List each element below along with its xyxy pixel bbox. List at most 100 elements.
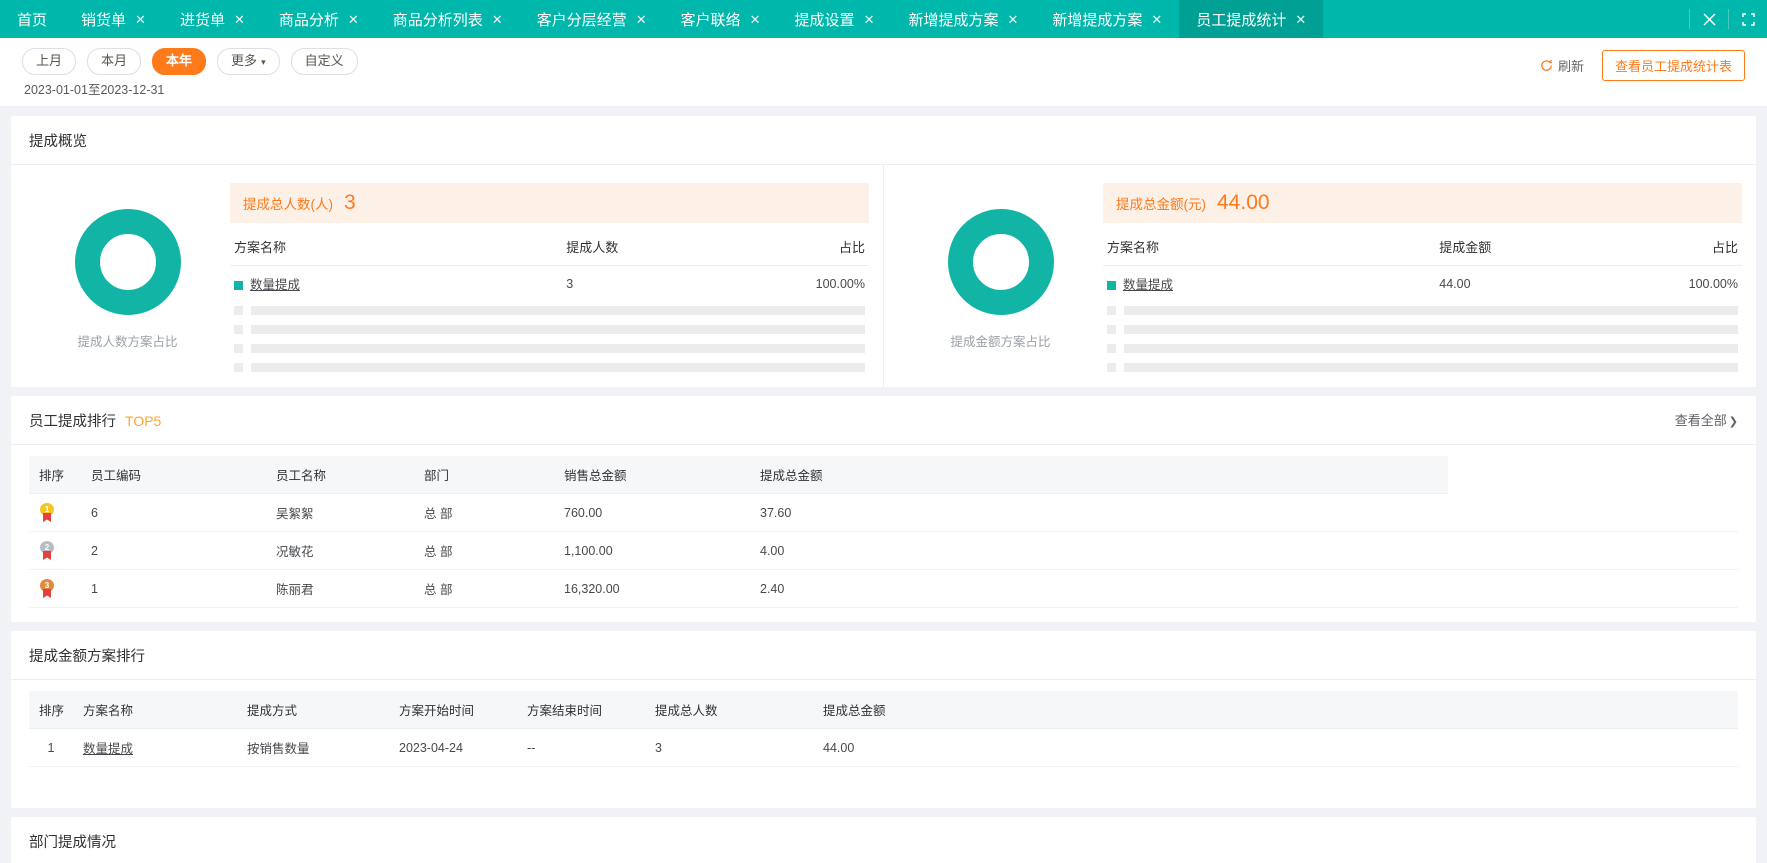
- tab-close-icon[interactable]: ✕: [863, 11, 875, 27]
- people-count-cell: 3: [645, 728, 813, 767]
- date-chip-2[interactable]: 本年: [152, 48, 207, 75]
- tab-close-icon[interactable]: ✕: [491, 11, 503, 27]
- plan-ranking-header: 排序 方案名称 提成方式 方案开始时间 方案结束时间 提成总人数 提成总金额: [29, 691, 1738, 729]
- date-chip-label: 上月: [36, 53, 63, 68]
- placeholder-swatch: [234, 363, 243, 372]
- placeholder-bar: [1124, 325, 1738, 334]
- tab-label: 客户联络: [680, 11, 741, 29]
- sales-total-cell: 1,100.00: [554, 531, 750, 570]
- tab-4[interactable]: 商品分析列表 ✕: [376, 0, 520, 38]
- commission-total-cell: 37.60: [750, 493, 1448, 532]
- tab-1[interactable]: 销货单 ✕: [64, 0, 163, 38]
- department-cell: 总 部: [414, 493, 554, 532]
- people-total-banner: 提成总人数(人) 3: [230, 183, 869, 223]
- plan-start-cell: 2023-04-24: [389, 728, 517, 767]
- people-donut-caption: 提成人数方案占比: [77, 334, 178, 349]
- placeholder-row: [1103, 301, 1742, 320]
- tab-close-icon[interactable]: ✕: [635, 11, 647, 27]
- spacer-cell: [1448, 569, 1738, 608]
- plan-link[interactable]: 数量提成: [1123, 278, 1174, 292]
- table-row: 3 1 陈丽君总 部 16,320.00 2.40: [29, 569, 1738, 608]
- commission-total-cell: 2.40: [750, 569, 1448, 608]
- tab-close-icon[interactable]: ✕: [233, 11, 245, 27]
- top5-badge: TOP5: [125, 413, 162, 429]
- tab-0[interactable]: 首页: [0, 0, 64, 38]
- column-header-0: 排序: [29, 691, 73, 729]
- breakdown-pct-cell: 100.00%: [815, 276, 865, 291]
- placeholder-row: [1103, 339, 1742, 358]
- date-chip-3[interactable]: 更多 ▾: [217, 48, 280, 75]
- overview-title: 提成概览: [11, 116, 1756, 165]
- tab-close-icon[interactable]: ✕: [1295, 11, 1307, 27]
- people-total-value: 3: [344, 191, 356, 214]
- color-swatch: [234, 281, 243, 290]
- people-table-header: 方案名称 提成人数 占比: [230, 232, 869, 266]
- plan-end-cell: --: [517, 728, 645, 767]
- tab-6[interactable]: 客户联络 ✕: [664, 0, 778, 38]
- view-commission-report-button[interactable]: 查看员工提成统计表: [1601, 50, 1745, 81]
- plan-name-cell: 数量提成: [73, 728, 237, 767]
- close-icon[interactable]: [1690, 0, 1728, 38]
- blank-cell: [389, 767, 517, 794]
- overview-body: 提成人数方案占比 提成总人数(人) 3 方案名称 提成人数 占比: [11, 165, 1756, 387]
- date-chip-4[interactable]: 自定义: [290, 48, 358, 75]
- column-header-4: 销售总金额: [554, 456, 750, 494]
- rank-cell: 2: [29, 531, 81, 570]
- date-chip-1[interactable]: 本月: [87, 48, 142, 75]
- view-all-button[interactable]: 查看全部 ❯: [1675, 410, 1738, 429]
- maximize-icon[interactable]: [1729, 0, 1767, 38]
- placeholder-row: [1103, 320, 1742, 339]
- blank-cell: [645, 767, 813, 794]
- date-chip-label: 本年: [166, 53, 193, 68]
- tab-2[interactable]: 进货单 ✕: [163, 0, 262, 38]
- placeholder-swatch: [234, 344, 243, 353]
- sales-total-cell: 760.00: [554, 493, 750, 532]
- placeholder-swatch: [1107, 363, 1116, 372]
- tab-3[interactable]: 商品分析 ✕: [262, 0, 376, 38]
- date-chip-0[interactable]: 上月: [22, 48, 77, 75]
- tab-close-icon[interactable]: ✕: [135, 11, 146, 27]
- column-header-5: 提成总人数: [645, 691, 813, 729]
- col-amount-pct: 占比: [1607, 232, 1742, 266]
- tab-close-icon[interactable]: ✕: [749, 11, 761, 27]
- department-title-text: 部门提成情况: [29, 834, 116, 851]
- refresh-button[interactable]: 刷新: [1540, 56, 1584, 75]
- tab-close-icon[interactable]: ✕: [1007, 11, 1019, 27]
- people-donut-wrap: 提成人数方案占比: [25, 181, 230, 377]
- silver-medal-icon: 2: [39, 541, 56, 560]
- tab-label: 员工提成统计: [1196, 11, 1287, 29]
- placeholder-swatch: [234, 306, 243, 315]
- blank-cell: [237, 767, 389, 794]
- employee-name-cell: 吴絮絮: [266, 493, 414, 532]
- plan-ranking-grid-wrap: 排序 方案名称 提成方式 方案开始时间 方案结束时间 提成总人数 提成总金额 1 数量提成 按销…: [11, 680, 1756, 808]
- department-cell: 总 部: [414, 531, 554, 570]
- placeholder-swatch: [1107, 344, 1116, 353]
- spacer-cell: [1448, 531, 1738, 570]
- tab-8[interactable]: 新增提成方案 ✕: [891, 0, 1035, 38]
- bronze-medal-icon: 3: [39, 579, 56, 598]
- chevron-right-icon: ❯: [1728, 416, 1738, 428]
- column-header-1: 员工编码: [81, 456, 266, 494]
- plan-link[interactable]: 数量提成: [83, 742, 134, 756]
- tab-label: 首页: [17, 11, 48, 29]
- people-breakdown-table: 方案名称 提成人数 占比 数量提成 3 100.00%: [230, 232, 869, 301]
- filter-right-group: 刷新 查看员工提成统计表: [1540, 48, 1745, 81]
- tab-close-icon[interactable]: ✕: [1151, 11, 1163, 27]
- employee-ranking-title-text: 员工提成排行: [29, 414, 116, 430]
- plan-link[interactable]: 数量提成: [250, 278, 301, 292]
- placeholder-row: [1103, 358, 1742, 377]
- amount-total-banner: 提成总金额(元) 44.00: [1103, 183, 1742, 223]
- placeholder-row: [230, 339, 869, 358]
- tab-10[interactable]: 员工提成统计 ✕: [1179, 0, 1324, 38]
- rank-cell: 1: [29, 493, 81, 532]
- tab-bar: 首页 销货单 ✕ 进货单 ✕ 商品分析 ✕ 商品分析列表 ✕ 客户分层经营 ✕ 客户联络 ✕ 提成设置 ✕ 新…: [0, 0, 1767, 38]
- tab-label: 提成设置: [794, 11, 855, 29]
- plan-ranking-table: 排序 方案名称 提成方式 方案开始时间 方案结束时间 提成总人数 提成总金额 1 数量提成 按销…: [29, 691, 1738, 794]
- tab-9[interactable]: 新增提成方案 ✕: [1035, 0, 1179, 38]
- placeholder-swatch: [1107, 306, 1116, 315]
- tab-close-icon[interactable]: ✕: [347, 11, 359, 27]
- medal-disc: 2: [40, 541, 54, 554]
- tab-5[interactable]: 客户分层经营 ✕: [520, 0, 664, 38]
- department-cell: 总 部: [414, 569, 554, 608]
- tab-7[interactable]: 提成设置 ✕: [778, 0, 892, 38]
